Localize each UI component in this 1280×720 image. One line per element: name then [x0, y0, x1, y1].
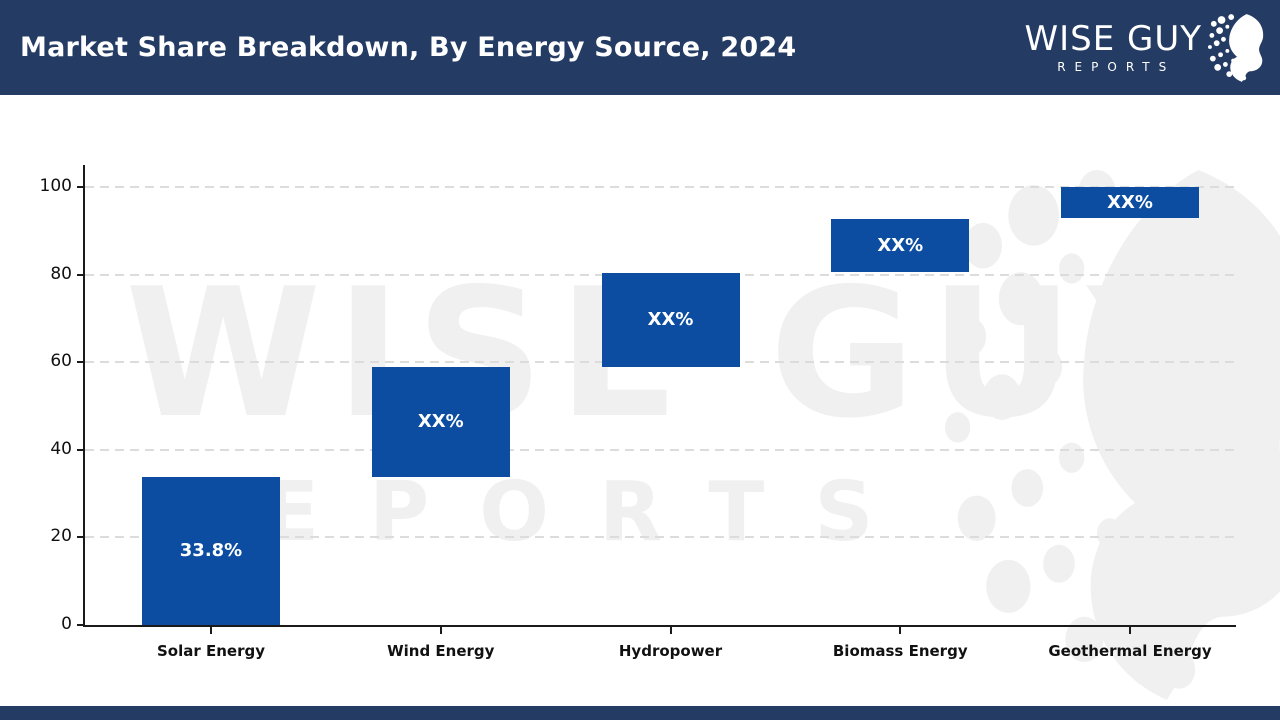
chart-area: WISE GUY REPORTS 0 20 40 60 80 100 33.8% Solar … — [0, 95, 1280, 706]
y-tick-mark — [77, 273, 85, 276]
footer-bar — [0, 706, 1280, 720]
y-tick-mark — [77, 186, 85, 188]
bar-value-label: XX% — [877, 234, 924, 256]
x-category-label: Solar Energy — [156, 642, 265, 660]
page-title: Market Share Breakdown, By Energy Source… — [20, 32, 797, 63]
bar-value-label: XX% — [1107, 192, 1153, 214]
brand-logo-text: WISE GUY REPORTS — [1024, 19, 1202, 74]
y-tick-label: 80 — [50, 263, 72, 284]
y-tick-label: 0 — [61, 614, 72, 634]
brand-head-icon — [1208, 14, 1264, 82]
x-category-label: Hydropower — [618, 642, 723, 660]
x-category-label: Wind Energy — [387, 642, 495, 660]
x-category-label: Geothermal Energy — [1048, 642, 1212, 660]
y-tick-label: 20 — [50, 526, 72, 547]
brand-subtitle: REPORTS — [1057, 59, 1176, 74]
bar-value-label: 33.8% — [179, 540, 243, 562]
y-axis-line — [83, 165, 85, 627]
x-tick-mark — [669, 627, 672, 634]
waterfall-bar: XX% — [601, 272, 740, 367]
x-tick-mark — [1129, 627, 1131, 634]
bar-value-label: XX% — [647, 309, 694, 331]
waterfall-bar: XX% — [1061, 187, 1199, 219]
brand-name: WISE GUY — [1024, 19, 1202, 60]
x-category-label: Biomass Energy — [832, 642, 968, 660]
header-bar: Market Share Breakdown, By Energy Source… — [0, 0, 1280, 95]
y-tick-mark — [77, 448, 85, 451]
y-tick-mark — [77, 536, 85, 539]
y-tick-label: 100 — [39, 176, 72, 196]
bar-value-label: XX% — [417, 411, 464, 433]
brand-logo: WISE GUY REPORTS — [1024, 6, 1266, 90]
watermark-head-icon — [945, 170, 1280, 700]
x-tick-mark — [899, 627, 902, 634]
waterfall-bar: XX% — [371, 366, 510, 477]
gridline — [85, 186, 1235, 188]
waterfall-bar: 33.8% — [142, 476, 280, 625]
x-tick-mark — [210, 627, 212, 634]
y-tick-mark — [77, 361, 85, 364]
x-axis-line — [83, 625, 1236, 627]
x-tick-mark — [439, 627, 442, 634]
waterfall-bar: XX% — [831, 218, 970, 272]
gridline — [85, 448, 1235, 451]
y-tick-mark — [77, 624, 85, 626]
y-tick-label: 60 — [50, 351, 72, 372]
y-tick-label: 40 — [50, 438, 72, 459]
gridline — [85, 536, 1235, 539]
